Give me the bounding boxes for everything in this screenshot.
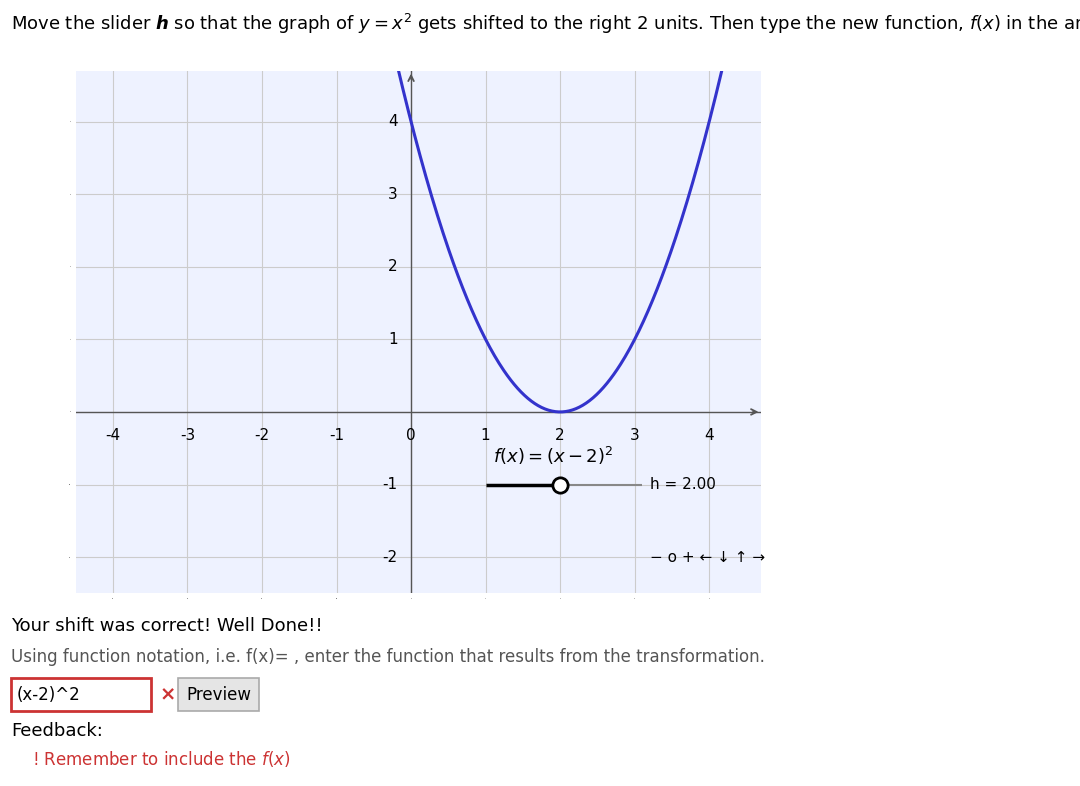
- Text: Preview: Preview: [186, 686, 252, 703]
- Text: 2: 2: [388, 259, 397, 274]
- Text: (x-2)^2: (x-2)^2: [16, 686, 80, 703]
- Text: 0: 0: [406, 428, 416, 443]
- Text: 4: 4: [704, 428, 714, 443]
- Text: ! Remember to include the $f(x)$: ! Remember to include the $f(x)$: [32, 749, 291, 769]
- Text: Feedback:: Feedback:: [11, 722, 103, 740]
- Text: -2: -2: [255, 428, 270, 443]
- Text: -2: -2: [382, 549, 397, 564]
- Text: ×: ×: [160, 685, 176, 704]
- Text: 1: 1: [481, 428, 490, 443]
- Text: $f(x) = (x-2)^2$: $f(x) = (x-2)^2$: [494, 445, 613, 467]
- Text: 3: 3: [630, 428, 639, 443]
- Text: 4: 4: [388, 114, 397, 129]
- Text: − o + ← ↓ ↑ →: − o + ← ↓ ↑ →: [649, 549, 765, 564]
- Text: h = 2.00: h = 2.00: [649, 477, 715, 492]
- Text: Using function notation, i.e. f(x)= , enter the function that results from the t: Using function notation, i.e. f(x)= , en…: [11, 648, 765, 667]
- Text: 3: 3: [388, 186, 397, 202]
- Text: -1: -1: [329, 428, 345, 443]
- Text: Move the slider $\boldsymbol{h}$ so that the graph of $y = x^2$ gets shifted to : Move the slider $\boldsymbol{h}$ so that…: [11, 12, 1080, 36]
- Text: -3: -3: [179, 428, 195, 443]
- Text: 1: 1: [388, 332, 397, 347]
- Text: Your shift was correct! Well Done!!: Your shift was correct! Well Done!!: [11, 617, 323, 635]
- Text: -4: -4: [106, 428, 121, 443]
- Text: -1: -1: [382, 477, 397, 492]
- Text: 2: 2: [555, 428, 565, 443]
